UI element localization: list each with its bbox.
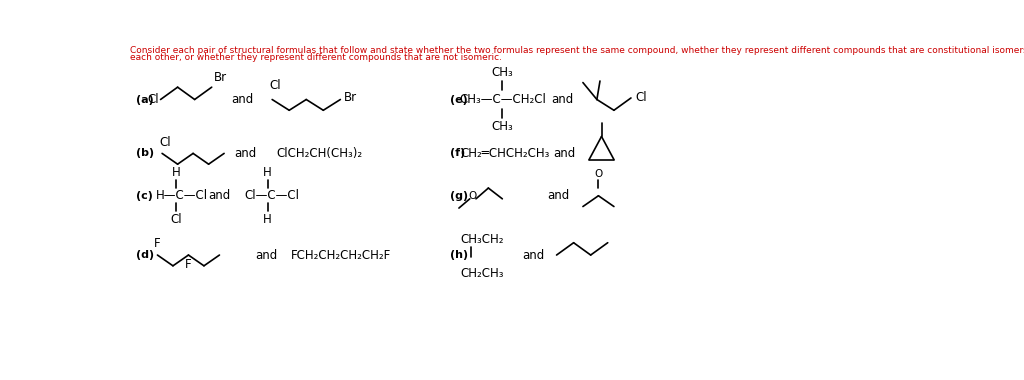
Text: and: and: [547, 189, 569, 202]
Text: (b): (b): [136, 149, 154, 158]
Text: CH₂═CHCH₂CH₃: CH₂═CHCH₂CH₃: [461, 147, 550, 160]
Text: F: F: [185, 258, 191, 271]
Text: Br: Br: [343, 92, 356, 105]
Text: H: H: [172, 166, 180, 179]
Text: (c): (c): [136, 191, 153, 201]
Text: FCH₂CH₂CH₂CH₂F: FCH₂CH₂CH₂CH₂F: [291, 249, 391, 261]
Text: (e): (e): [450, 95, 467, 105]
Text: Cl—C—Cl: Cl—C—Cl: [245, 189, 299, 202]
Text: and: and: [255, 249, 278, 261]
Text: (d): (d): [136, 250, 154, 260]
Text: ClCH₂CH(CH₃)₂: ClCH₂CH(CH₃)₂: [276, 147, 362, 160]
Text: Cl: Cl: [147, 93, 159, 106]
Text: and: and: [522, 249, 545, 261]
Text: CH₃CH₂: CH₃CH₂: [461, 233, 504, 246]
Text: Br: Br: [214, 71, 227, 84]
Text: each other, or whether they represent different compounds that are not isomeric.: each other, or whether they represent di…: [130, 53, 503, 62]
Text: Cl: Cl: [159, 136, 171, 149]
Text: and: and: [551, 93, 573, 106]
Text: Cl: Cl: [269, 79, 281, 92]
Text: CH₂CH₃: CH₂CH₃: [461, 268, 504, 280]
Text: O: O: [469, 191, 477, 201]
Text: H—C—Cl: H—C—Cl: [156, 189, 208, 202]
Text: O: O: [594, 169, 602, 179]
Text: (g): (g): [450, 191, 468, 201]
Text: (a): (a): [136, 95, 154, 105]
Text: H: H: [263, 166, 272, 179]
Text: CH₃—C—CH₂Cl: CH₃—C—CH₂Cl: [459, 93, 546, 106]
Text: and: and: [234, 147, 257, 160]
Text: CH₃: CH₃: [492, 66, 513, 79]
Text: CH₃: CH₃: [492, 120, 513, 133]
Text: (f): (f): [450, 149, 465, 158]
Text: H: H: [263, 213, 272, 226]
Text: F: F: [154, 238, 160, 250]
Text: Consider each pair of structural formulas that follow and state whether the two : Consider each pair of structural formula…: [130, 46, 1024, 55]
Text: and: and: [553, 147, 575, 160]
Text: Cl: Cl: [170, 213, 182, 226]
Text: Cl: Cl: [636, 92, 647, 105]
Text: (h): (h): [450, 250, 468, 260]
Text: and: and: [231, 93, 254, 106]
Text: and: and: [208, 189, 230, 202]
